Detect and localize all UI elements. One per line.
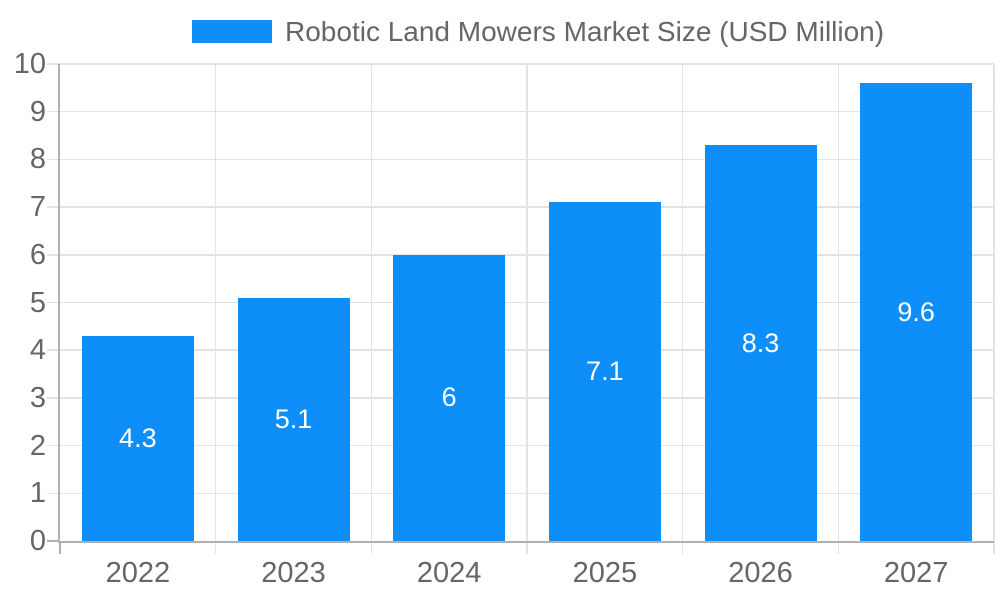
y-axis-tick [47, 397, 60, 399]
bar-2022: 4.3 [81, 335, 194, 541]
y-axis-line [58, 64, 60, 543]
plot-area: 4.3 5.1 6 7.1 8.3 9.6 [47, 63, 995, 554]
y-tick-label: 9 [29, 95, 46, 128]
x-axis-tick [59, 541, 61, 554]
y-axis-tick [47, 444, 60, 447]
x-axis-tick [370, 541, 373, 554]
y-tick-label: 1 [29, 477, 46, 510]
gridline-vertical [526, 64, 528, 541]
gridline-vertical [370, 64, 373, 541]
y-axis-tick [47, 301, 60, 304]
y-axis-tick [47, 540, 60, 542]
x-axis-line [58, 541, 994, 543]
y-axis-tick [47, 110, 60, 113]
y-tick-label: 2 [29, 429, 46, 462]
y-tick-label: 3 [29, 381, 46, 414]
x-tick-label: 2024 [416, 557, 482, 589]
y-axis-tick [47, 63, 60, 65]
x-axis-tick [214, 541, 217, 554]
bar-value-label: 6 [441, 382, 457, 413]
bar-2023: 5.1 [237, 297, 350, 541]
bar-value-label: 5.1 [274, 403, 313, 434]
y-tick-label: 5 [29, 286, 46, 319]
x-axis-tick [837, 541, 840, 554]
y-tick-label: 0 [29, 525, 46, 557]
x-axis-tick [526, 541, 528, 554]
gridline-vertical [681, 64, 684, 541]
legend-label: Robotic Land Mowers Market Size (USD Mil… [285, 16, 885, 47]
x-tick-label: 2027 [883, 557, 949, 589]
y-tick-label: 8 [29, 143, 46, 176]
gridline-vertical [214, 64, 217, 541]
y-axis-tick [47, 254, 60, 256]
x-tick-label: 2023 [261, 557, 326, 589]
bar-value-label: 8.3 [741, 327, 780, 358]
y-tick-label: 7 [29, 191, 46, 224]
x-tick-label: 2026 [728, 557, 793, 589]
bar-value-label: 4.3 [119, 422, 157, 453]
y-axis-tick [47, 206, 60, 208]
y-axis-tick [47, 349, 60, 351]
bar-2027: 9.6 [860, 83, 973, 541]
x-tick-label: 2022 [105, 557, 171, 589]
legend-swatch [192, 20, 272, 43]
y-axis-tick [47, 158, 60, 161]
gridline-vertical [837, 64, 840, 541]
y-axis-tick [47, 492, 60, 495]
x-tick-label: 2025 [572, 557, 638, 589]
bar-2025: 7.1 [548, 202, 661, 541]
y-tick-label: 10 [13, 48, 46, 80]
bar-2026: 8.3 [704, 145, 817, 541]
bar-value-label: 7.1 [586, 356, 624, 387]
chart-legend[interactable]: Robotic Land Mowers Market Size (USD Mil… [192, 16, 885, 47]
gridline-vertical [993, 64, 995, 541]
bar-2024: 6 [393, 254, 506, 541]
y-tick-label: 6 [29, 238, 46, 271]
x-axis-tick [681, 541, 684, 554]
x-axis-tick [993, 541, 995, 554]
bar-value-label: 9.6 [897, 296, 935, 327]
y-tick-label: 4 [29, 334, 46, 367]
